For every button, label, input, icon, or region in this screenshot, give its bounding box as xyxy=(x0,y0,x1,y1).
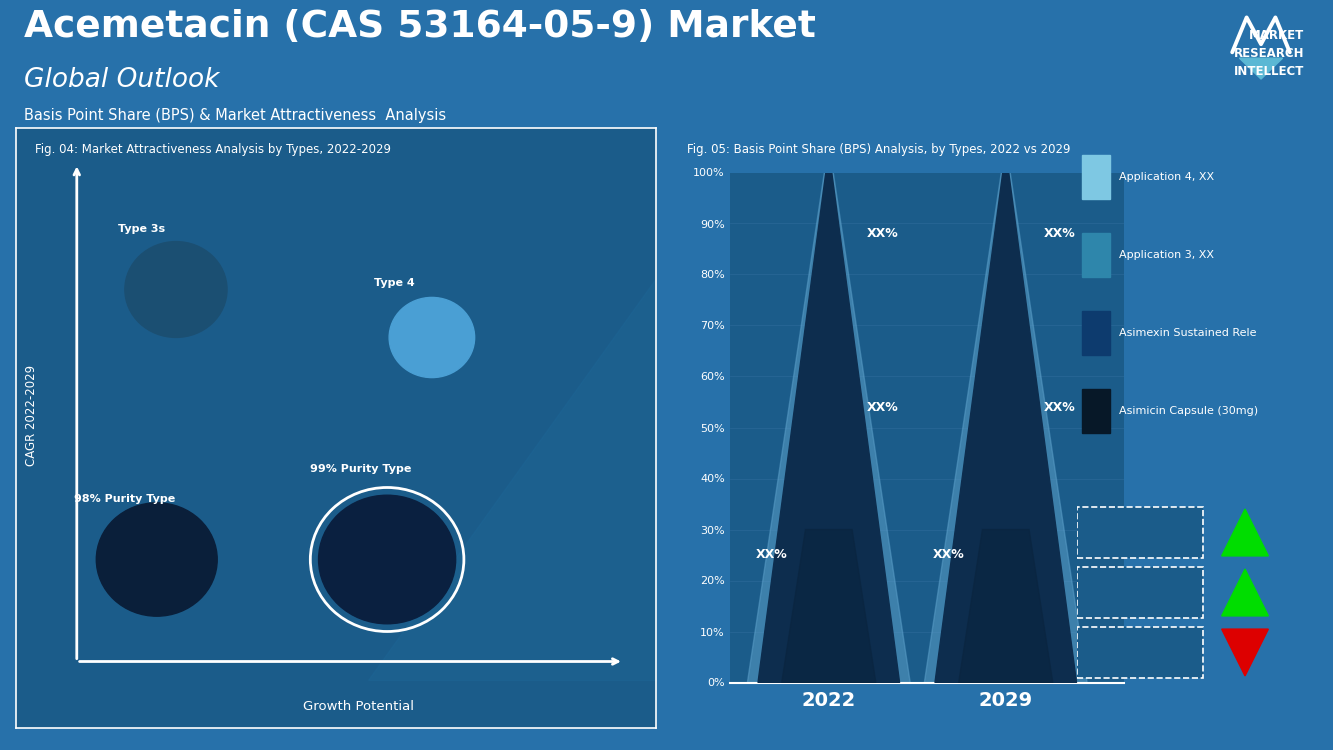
Text: 99% Purity Type: 99% Purity Type xyxy=(311,464,412,475)
Text: XX%: XX% xyxy=(866,227,898,240)
Text: +XX%: +XX% xyxy=(1120,526,1160,539)
Text: XX%: XX% xyxy=(1044,400,1076,413)
Polygon shape xyxy=(1222,509,1269,556)
FancyBboxPatch shape xyxy=(1077,567,1204,618)
Polygon shape xyxy=(958,530,1053,682)
Text: Asimexin Sustained Rele: Asimexin Sustained Rele xyxy=(1120,328,1257,338)
Text: +XX%: +XX% xyxy=(1120,586,1160,599)
Text: Application 4, XX: Application 4, XX xyxy=(1120,172,1214,182)
Circle shape xyxy=(389,298,475,377)
Text: -XX%: -XX% xyxy=(1124,646,1157,659)
Polygon shape xyxy=(1222,629,1269,676)
Polygon shape xyxy=(781,530,876,682)
Bar xyxy=(1082,311,1110,355)
Bar xyxy=(1082,155,1110,199)
Polygon shape xyxy=(368,278,656,680)
FancyBboxPatch shape xyxy=(1077,627,1204,678)
Polygon shape xyxy=(934,172,1077,682)
Text: XX%: XX% xyxy=(1044,227,1076,240)
Polygon shape xyxy=(924,172,1088,682)
Polygon shape xyxy=(758,172,900,682)
Text: XX%: XX% xyxy=(933,548,965,562)
Text: Application 3, XX: Application 3, XX xyxy=(1120,250,1214,260)
Circle shape xyxy=(319,495,456,624)
Text: Growth Potential: Growth Potential xyxy=(303,700,413,712)
Text: Type 3s: Type 3s xyxy=(119,224,165,235)
Polygon shape xyxy=(748,172,910,682)
Text: XX%: XX% xyxy=(866,400,898,413)
Text: Type 4: Type 4 xyxy=(375,278,415,289)
Text: Fig. 04: Market Attractiveness Analysis by Types, 2022-2029: Fig. 04: Market Attractiveness Analysis … xyxy=(35,142,391,155)
Text: Asimicin Capsule (30mg): Asimicin Capsule (30mg) xyxy=(1120,406,1258,416)
Text: Global Outlook: Global Outlook xyxy=(24,68,220,94)
Circle shape xyxy=(125,242,227,338)
Text: XX%: XX% xyxy=(756,548,788,562)
Text: 98% Purity Type: 98% Purity Type xyxy=(73,494,175,505)
Polygon shape xyxy=(1240,58,1282,79)
Text: Basis Point Share (BPS) & Market Attractiveness  Analysis: Basis Point Share (BPS) & Market Attract… xyxy=(24,108,447,123)
FancyBboxPatch shape xyxy=(1077,507,1204,558)
Text: Acemetacin (CAS 53164-05-9) Market: Acemetacin (CAS 53164-05-9) Market xyxy=(24,9,816,45)
Bar xyxy=(1082,233,1110,277)
Bar xyxy=(1082,389,1110,433)
Polygon shape xyxy=(1222,569,1269,616)
Circle shape xyxy=(96,503,217,616)
Text: MARKET
RESEARCH
INTELLECT: MARKET RESEARCH INTELLECT xyxy=(1234,29,1304,78)
Text: CAGR 2022-2029: CAGR 2022-2029 xyxy=(25,365,39,466)
Text: Fig. 05: Basis Point Share (BPS) Analysis, by Types, 2022 vs 2029: Fig. 05: Basis Point Share (BPS) Analysi… xyxy=(686,142,1070,155)
